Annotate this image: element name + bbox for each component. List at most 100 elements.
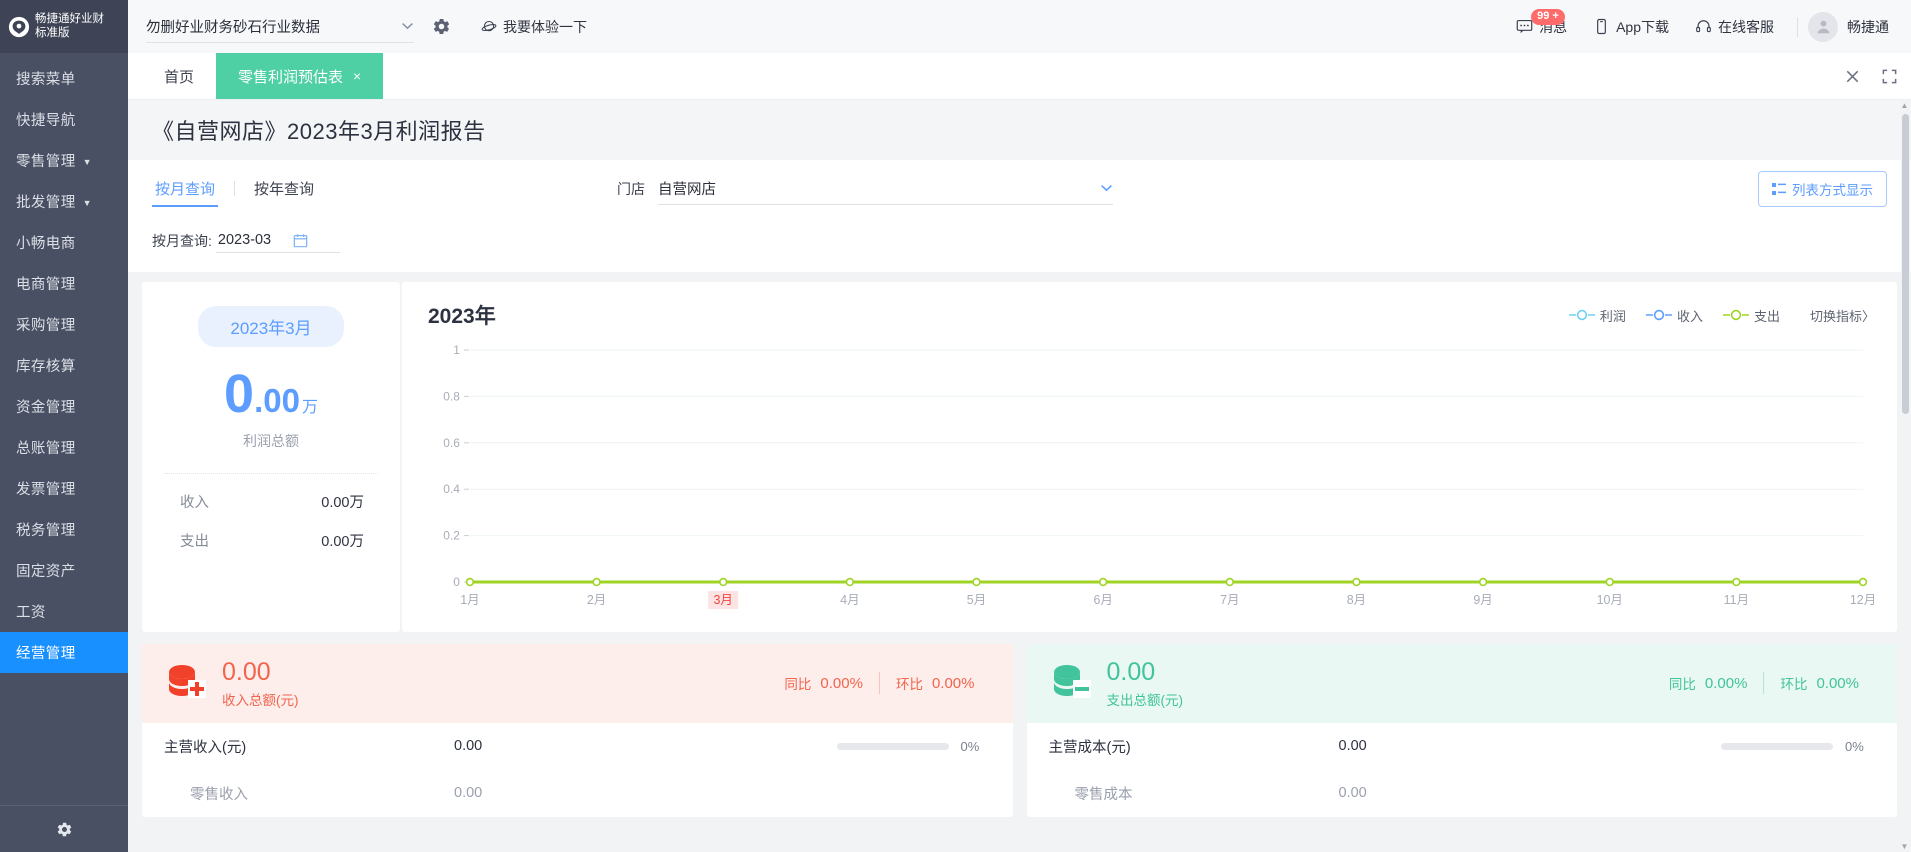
sidebar-item-9[interactable]: 总账管理: [0, 427, 128, 468]
kpi-key: 支出: [180, 534, 209, 550]
store-select[interactable]: 自营网店: [658, 173, 1114, 205]
sidebar-item-label: 总账管理: [16, 441, 76, 457]
scroll-down-arrow[interactable]: ▼: [1900, 842, 1909, 851]
message-icon: [1516, 19, 1533, 34]
sidebar-item-6[interactable]: 采购管理: [0, 304, 128, 345]
topbar-settings-button[interactable]: [432, 17, 451, 36]
headset-icon: [1696, 20, 1711, 33]
sidebar-item-3[interactable]: 批发管理 ▼: [0, 181, 128, 222]
close-icon: [1846, 70, 1859, 82]
row-name: 零售收入: [190, 786, 248, 803]
sidebar-item-8[interactable]: 资金管理: [0, 386, 128, 427]
chevron-down-icon: [402, 23, 413, 30]
close-tab-button[interactable]: [1844, 68, 1861, 85]
account-selector[interactable]: 勿删好业财务砂石行业数据: [146, 10, 414, 43]
month-picker[interactable]: 2023-03: [215, 228, 340, 253]
store-filter: 门店 自营网店: [617, 173, 1114, 205]
legend-item-0[interactable]: 利润: [1568, 306, 1626, 325]
expense-rows: 主营成本(元) 0.00 0% 零售成本 0.00: [1027, 723, 1898, 817]
svg-text:0.4: 0.4: [443, 482, 460, 496]
svg-text:0.8: 0.8: [443, 389, 460, 403]
income-summary-header: 0.00 收入总额(元) 同比 0.00% 环比 0.00%: [142, 644, 1013, 723]
list-view-button[interactable]: 列表方式显示: [1758, 170, 1887, 207]
chart-title: 2023年: [428, 305, 496, 328]
calendar-icon: [293, 233, 308, 247]
svg-text:5月: 5月: [967, 593, 986, 607]
svg-text:1: 1: [453, 343, 460, 357]
tab-close-icon[interactable]: ×: [353, 68, 362, 84]
sidebar-settings-button[interactable]: [0, 805, 128, 852]
data-point-4: [972, 577, 981, 587]
sidebar-item-5[interactable]: 电商管理: [0, 263, 128, 304]
chevron-down-icon: [1101, 185, 1112, 192]
sidebar-item-2[interactable]: 零售管理 ▼: [0, 140, 128, 181]
svg-text:9月: 9月: [1473, 593, 1492, 607]
svg-text:11月: 11月: [1724, 593, 1749, 607]
online-service-label: 在线客服: [1718, 18, 1774, 35]
sidebar-item-12[interactable]: 固定资产: [0, 550, 128, 591]
income-mom-label: 环比: [895, 677, 923, 693]
tab-0[interactable]: 首页: [142, 53, 216, 99]
progress-percent: 0%: [960, 738, 980, 754]
app-download-button[interactable]: App下载: [1580, 17, 1682, 37]
kpi-value: 0.00万: [321, 534, 364, 550]
data-point-3: [845, 577, 855, 587]
svg-text:0: 0: [453, 575, 460, 589]
expense-panel: 0.00 支出总额(元) 同比 0.00% 环比 0.00% 主营: [1026, 644, 1898, 817]
legend-marker-icon: [1568, 309, 1595, 321]
tab-1[interactable]: 零售利润预估表 ×: [216, 53, 384, 99]
sidebar: 畅捷通好业财 标准版 搜索菜单 快捷导航 零售管理 ▼ 批发管理 ▼ 小畅电商 电商管理 采购管…: [0, 0, 128, 852]
income-mom-value: 0.00%: [931, 674, 975, 692]
fullscreen-button[interactable]: [1881, 68, 1898, 85]
sidebar-item-4[interactable]: 小畅电商: [0, 222, 128, 263]
kpi-key: 收入: [180, 495, 209, 511]
chart-header: 2023年 利润 收入 支出 切换指标〉: [428, 300, 1875, 330]
sidebar-item-10[interactable]: 发票管理: [0, 468, 128, 509]
main-column: 勿删好业财务砂石行业数据 我要体验一下: [128, 0, 1911, 852]
profit-total-value: 0 .00 万: [224, 367, 318, 421]
sidebar-item-label: 零售管理: [16, 154, 76, 170]
scrollbar-thumb[interactable]: [1902, 114, 1909, 414]
planet-icon: [481, 20, 497, 31]
vertical-scrollbar[interactable]: ▲ ▼: [1901, 100, 1910, 852]
switch-metric-link[interactable]: 切换指标〉: [1809, 308, 1875, 324]
tab-query-by-year[interactable]: 按年查询: [254, 181, 315, 198]
gear-icon: [433, 18, 450, 35]
svg-text:7月: 7月: [1220, 593, 1239, 607]
sidebar-item-label: 小畅电商: [16, 236, 76, 252]
messages-button[interactable]: 消息 99 +: [1503, 8, 1580, 37]
sidebar-item-1[interactable]: 快捷导航: [0, 99, 128, 140]
table-row: 零售成本 0.00: [1027, 770, 1898, 817]
income-yoy-label: 同比: [784, 677, 812, 693]
avatar[interactable]: [1808, 11, 1838, 42]
coin-plus-icon: [169, 665, 206, 699]
tab-query-by-month[interactable]: 按月查询: [152, 160, 219, 217]
data-point-11: [1858, 577, 1868, 587]
sidebar-item-13[interactable]: 工资: [0, 591, 128, 632]
table-row: 零售收入 0.00: [142, 770, 1013, 817]
experience-link[interactable]: 我要体验一下: [481, 17, 587, 37]
sidebar-item-label: 资金管理: [16, 400, 76, 416]
sidebar-item-label: 税务管理: [16, 523, 76, 539]
gear-icon: [57, 822, 71, 836]
sidebar-item-7[interactable]: 库存核算: [0, 345, 128, 386]
online-service-button[interactable]: 在线客服: [1682, 17, 1787, 37]
expense-mom-value: 0.00%: [1816, 674, 1859, 692]
sidebar-item-0[interactable]: 搜索菜单: [0, 58, 128, 99]
sidebar-item-14[interactable]: 经营管理: [0, 632, 128, 673]
tab-label: 零售利润预估表: [238, 68, 344, 86]
legend-item-1[interactable]: 收入: [1645, 306, 1703, 325]
coin-minus-icon: [1053, 665, 1091, 699]
list-icon: [1772, 182, 1786, 195]
sidebar-item-11[interactable]: 税务管理: [0, 509, 128, 550]
experience-label: 我要体验一下: [503, 18, 587, 35]
user-name[interactable]: 畅捷通: [1847, 18, 1889, 35]
sidebar-item-label: 批发管理: [16, 195, 76, 211]
income-panel: 0.00 收入总额(元) 同比 0.00% 环比 0.00% 主营: [142, 644, 1013, 817]
chart-plot[interactable]: 0 0.2 0.4 0.6 0.8 1 1月 2月 3月 4月 5月 6月 7月 8月 9月 10月 11月 12…: [428, 336, 1876, 622]
page-scroll-area: 《自营网店》2023年3月利润报告 按月查询 按年查询 门店 自营网店: [128, 100, 1911, 852]
svg-text:1月: 1月: [460, 593, 479, 607]
legend-item-2[interactable]: 支出: [1722, 306, 1780, 325]
scroll-up-arrow[interactable]: ▲: [1900, 101, 1909, 110]
fullscreen-icon: [1882, 69, 1897, 83]
